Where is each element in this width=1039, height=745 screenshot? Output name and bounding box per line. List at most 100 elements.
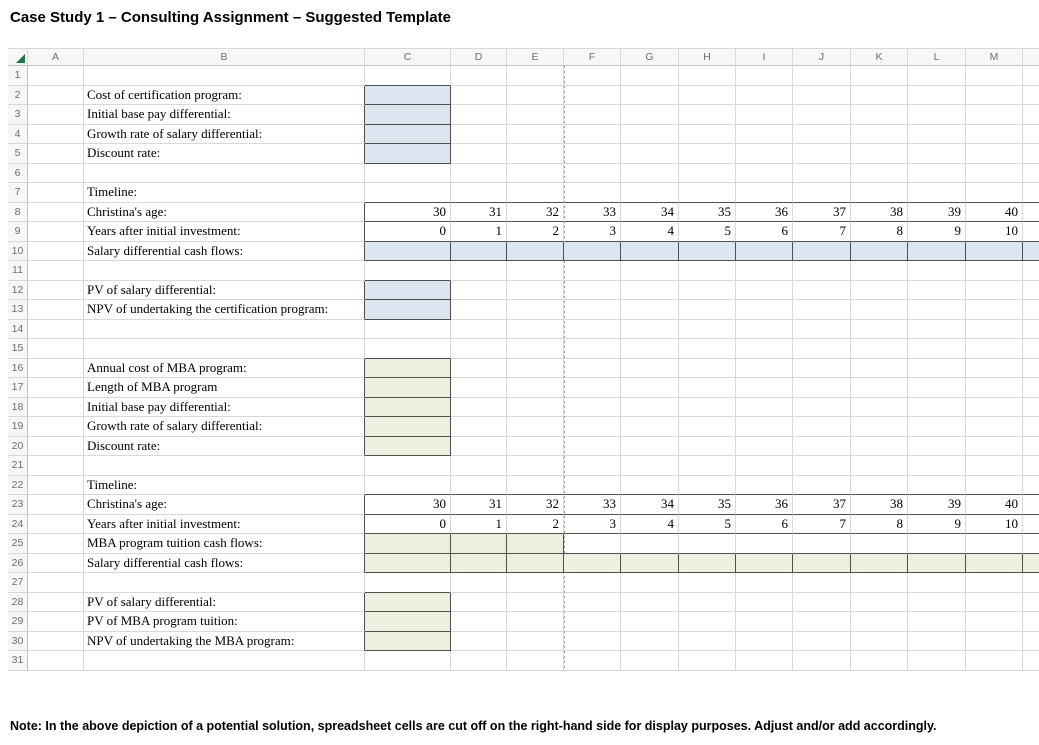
cell-J8[interactable]: 37	[793, 202, 851, 222]
cell-J16[interactable]	[793, 358, 851, 378]
cell-N13[interactable]	[1023, 300, 1039, 320]
cell-B27[interactable]	[84, 573, 365, 593]
cell-K5[interactable]	[851, 144, 908, 164]
cell-A13[interactable]	[28, 300, 84, 320]
cell-A30[interactable]	[28, 631, 84, 651]
cell-A15[interactable]	[28, 339, 84, 359]
row-header-9[interactable]: 9	[8, 222, 28, 242]
cell-J23[interactable]: 37	[793, 495, 851, 515]
cell-F10[interactable]	[564, 241, 621, 261]
cell-E6[interactable]	[507, 163, 564, 183]
cell-H2[interactable]	[679, 85, 736, 105]
cell-E24[interactable]: 2	[507, 514, 564, 534]
cell-K16[interactable]	[851, 358, 908, 378]
cell-A27[interactable]	[28, 573, 84, 593]
cell-K30[interactable]	[851, 631, 908, 651]
cell-M25[interactable]	[966, 534, 1023, 554]
cell-B17[interactable]: Length of MBA program	[84, 378, 365, 398]
cell-F21[interactable]	[564, 456, 621, 476]
cell-G18[interactable]	[621, 397, 679, 417]
cell-G19[interactable]	[621, 417, 679, 437]
cell-C8[interactable]: 30	[365, 202, 451, 222]
cell-D1[interactable]	[451, 66, 507, 86]
cell-E25[interactable]	[507, 534, 564, 554]
cell-M24[interactable]: 10	[966, 514, 1023, 534]
cell-K25[interactable]	[851, 534, 908, 554]
cell-J26[interactable]	[793, 553, 851, 573]
cell-I9[interactable]: 6	[736, 222, 793, 242]
cell-N11[interactable]	[1023, 261, 1039, 281]
cell-N17[interactable]	[1023, 378, 1039, 398]
cell-D13[interactable]	[451, 300, 507, 320]
col-header-I[interactable]: I	[736, 49, 793, 66]
row-header-16[interactable]: 16	[8, 358, 28, 378]
cell-E19[interactable]	[507, 417, 564, 437]
cell-N3[interactable]	[1023, 105, 1039, 125]
cell-L1[interactable]	[908, 66, 966, 86]
cell-N9[interactable]	[1023, 222, 1039, 242]
cell-E5[interactable]	[507, 144, 564, 164]
cell-L31[interactable]	[908, 651, 966, 671]
col-header-H[interactable]: H	[679, 49, 736, 66]
cell-B4[interactable]: Growth rate of salary differential:	[84, 124, 365, 144]
cell-H11[interactable]	[679, 261, 736, 281]
cell-A4[interactable]	[28, 124, 84, 144]
cell-F27[interactable]	[564, 573, 621, 593]
cell-B7[interactable]: Timeline:	[84, 183, 365, 203]
cell-K26[interactable]	[851, 553, 908, 573]
cell-C4[interactable]	[365, 124, 451, 144]
row-header-31[interactable]: 31	[8, 651, 28, 671]
cell-D26[interactable]	[451, 553, 507, 573]
cell-D12[interactable]	[451, 280, 507, 300]
cell-B30[interactable]: NPV of undertaking the MBA program:	[84, 631, 365, 651]
cell-I15[interactable]	[736, 339, 793, 359]
cell-G2[interactable]	[621, 85, 679, 105]
cell-J11[interactable]	[793, 261, 851, 281]
cell-A14[interactable]	[28, 319, 84, 339]
cell-F18[interactable]	[564, 397, 621, 417]
cell-F7[interactable]	[564, 183, 621, 203]
cell-H26[interactable]	[679, 553, 736, 573]
cell-G12[interactable]	[621, 280, 679, 300]
cell-D7[interactable]	[451, 183, 507, 203]
cell-M1[interactable]	[966, 66, 1023, 86]
cell-B23[interactable]: Christina's age:	[84, 495, 365, 515]
cell-F14[interactable]	[564, 319, 621, 339]
cell-G16[interactable]	[621, 358, 679, 378]
cell-H9[interactable]: 5	[679, 222, 736, 242]
cell-A29[interactable]	[28, 612, 84, 632]
cell-A20[interactable]	[28, 436, 84, 456]
col-header-A[interactable]: A	[28, 49, 84, 66]
cell-A26[interactable]	[28, 553, 84, 573]
cell-M19[interactable]	[966, 417, 1023, 437]
cell-G23[interactable]: 34	[621, 495, 679, 515]
cell-J12[interactable]	[793, 280, 851, 300]
cell-L19[interactable]	[908, 417, 966, 437]
cell-B18[interactable]: Initial base pay differential:	[84, 397, 365, 417]
cell-D24[interactable]: 1	[451, 514, 507, 534]
cell-H27[interactable]	[679, 573, 736, 593]
col-header-D[interactable]: D	[451, 49, 507, 66]
cell-B11[interactable]	[84, 261, 365, 281]
cell-L2[interactable]	[908, 85, 966, 105]
cell-H10[interactable]	[679, 241, 736, 261]
cell-D17[interactable]	[451, 378, 507, 398]
col-header-L[interactable]: L	[908, 49, 966, 66]
cell-N20[interactable]	[1023, 437, 1039, 456]
cell-J10[interactable]	[793, 241, 851, 261]
cell-B28[interactable]: PV of salary differential:	[84, 592, 365, 612]
cell-H16[interactable]	[679, 358, 736, 378]
cell-I7[interactable]	[736, 183, 793, 203]
cell-K4[interactable]	[851, 124, 908, 144]
cell-C30[interactable]	[365, 631, 451, 651]
cell-F8[interactable]: 33	[564, 202, 621, 222]
cell-J20[interactable]	[793, 436, 851, 456]
cell-L23[interactable]: 39	[908, 495, 966, 515]
cell-D15[interactable]	[451, 339, 507, 359]
cell-H13[interactable]	[679, 300, 736, 320]
col-header-M[interactable]: M	[966, 49, 1023, 66]
cell-B15[interactable]	[84, 339, 365, 359]
cell-D22[interactable]	[451, 475, 507, 495]
cell-E26[interactable]	[507, 553, 564, 573]
cell-D4[interactable]	[451, 124, 507, 144]
